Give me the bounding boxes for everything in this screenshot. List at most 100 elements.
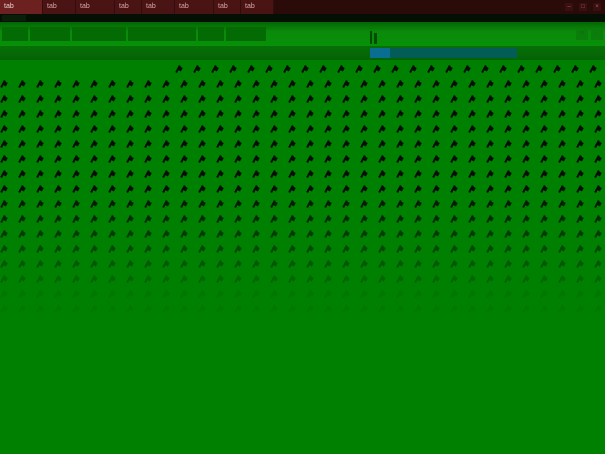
pattern-mark	[594, 182, 605, 197]
pattern-mark	[0, 197, 18, 212]
minimize-button[interactable]: –	[565, 3, 573, 11]
address-bar[interactable]	[0, 14, 605, 22]
pattern-mark	[36, 137, 54, 152]
pattern-mark	[288, 257, 306, 272]
pattern-mark	[90, 167, 108, 182]
pattern-mark	[144, 77, 162, 92]
tab-item[interactable]: tab	[115, 0, 142, 14]
pattern-mark	[540, 302, 558, 317]
pattern-mark	[72, 227, 90, 242]
pattern-mark	[486, 107, 504, 122]
selection-handle[interactable]	[370, 48, 390, 58]
pattern-mark	[306, 227, 324, 242]
pattern-row	[0, 302, 605, 317]
pattern-mark	[162, 287, 180, 302]
pattern-mark	[270, 122, 288, 137]
pattern-row	[0, 257, 605, 272]
pattern-mark	[180, 197, 198, 212]
pattern-row	[0, 152, 605, 167]
selection-highlight[interactable]	[370, 48, 517, 58]
pattern-mark	[396, 137, 414, 152]
pattern-mark	[108, 287, 126, 302]
tab-item[interactable]: tab	[175, 0, 214, 14]
pattern-mark	[18, 197, 36, 212]
maximize-button[interactable]: □	[579, 3, 587, 11]
pattern-mark	[594, 242, 605, 257]
pattern-mark	[468, 242, 486, 257]
pattern-mark	[216, 107, 234, 122]
pattern-mark	[288, 152, 306, 167]
toolbar-button[interactable]	[2, 27, 28, 41]
pattern-mark	[234, 227, 252, 242]
pattern-mark	[324, 137, 342, 152]
pattern-mark	[270, 257, 288, 272]
pattern-mark	[54, 287, 72, 302]
pattern-mark	[18, 287, 36, 302]
tab-item[interactable]: tab	[43, 0, 76, 14]
toolbar-button[interactable]	[72, 27, 126, 41]
more-icon[interactable]: ⋮	[591, 28, 603, 40]
tab-item[interactable]: tab	[0, 0, 43, 14]
pattern-mark	[252, 197, 270, 212]
pattern-mark	[360, 152, 378, 167]
pattern-mark	[432, 257, 450, 272]
pattern-mark	[342, 227, 360, 242]
pattern-mark	[324, 287, 342, 302]
pattern-mark	[36, 122, 54, 137]
pattern-mark	[486, 182, 504, 197]
pattern-mark	[342, 182, 360, 197]
pattern-mark	[108, 122, 126, 137]
pattern-mark	[306, 182, 324, 197]
pattern-mark	[576, 92, 594, 107]
pattern-mark	[450, 272, 468, 287]
pattern-mark	[144, 167, 162, 182]
pattern-mark	[288, 77, 306, 92]
pattern-mark	[558, 182, 576, 197]
pattern-mark	[90, 122, 108, 137]
pattern-row	[0, 242, 605, 257]
pattern-mark	[144, 302, 162, 317]
menu-icon[interactable]: ≡	[576, 28, 588, 40]
pattern-mark	[522, 137, 540, 152]
pattern-mark	[180, 227, 198, 242]
pattern-mark	[342, 272, 360, 287]
pattern-mark	[270, 302, 288, 317]
pattern-mark	[486, 197, 504, 212]
tab-item[interactable]: tab	[214, 0, 241, 14]
pattern-mark	[360, 137, 378, 152]
pattern-mark	[445, 62, 463, 77]
pattern-mark	[306, 107, 324, 122]
pattern-mark	[522, 77, 540, 92]
pattern-mark	[288, 182, 306, 197]
pattern-mark	[54, 122, 72, 137]
pattern-mark	[108, 167, 126, 182]
pattern-mark	[90, 77, 108, 92]
pattern-mark	[36, 302, 54, 317]
toolbar-button[interactable]	[30, 27, 70, 41]
pattern-mark	[504, 242, 522, 257]
tab-item[interactable]: tab	[241, 0, 274, 14]
pattern-mark	[144, 242, 162, 257]
pattern-mark	[450, 302, 468, 317]
tab-item[interactable]: tab	[76, 0, 115, 14]
pattern-mark	[216, 92, 234, 107]
content-area[interactable]	[0, 60, 605, 454]
pattern-mark	[450, 242, 468, 257]
pattern-mark	[486, 92, 504, 107]
close-button[interactable]: ×	[593, 3, 601, 11]
pattern-mark	[522, 257, 540, 272]
pattern-mark	[589, 62, 605, 77]
pattern-mark	[288, 167, 306, 182]
pattern-mark	[414, 77, 432, 92]
pattern-mark	[558, 272, 576, 287]
tab-item[interactable]: tab	[142, 0, 175, 14]
toolbar-button[interactable]	[226, 27, 266, 41]
address-bar-field[interactable]	[2, 15, 26, 21]
pattern-mark	[126, 122, 144, 137]
pattern-mark	[360, 272, 378, 287]
toolbar-button[interactable]	[198, 27, 224, 41]
toolbar-actions: ≡ ⋮	[576, 27, 603, 41]
toolbar-button[interactable]	[128, 27, 196, 41]
pattern-mark	[576, 152, 594, 167]
pattern-mark	[517, 62, 535, 77]
